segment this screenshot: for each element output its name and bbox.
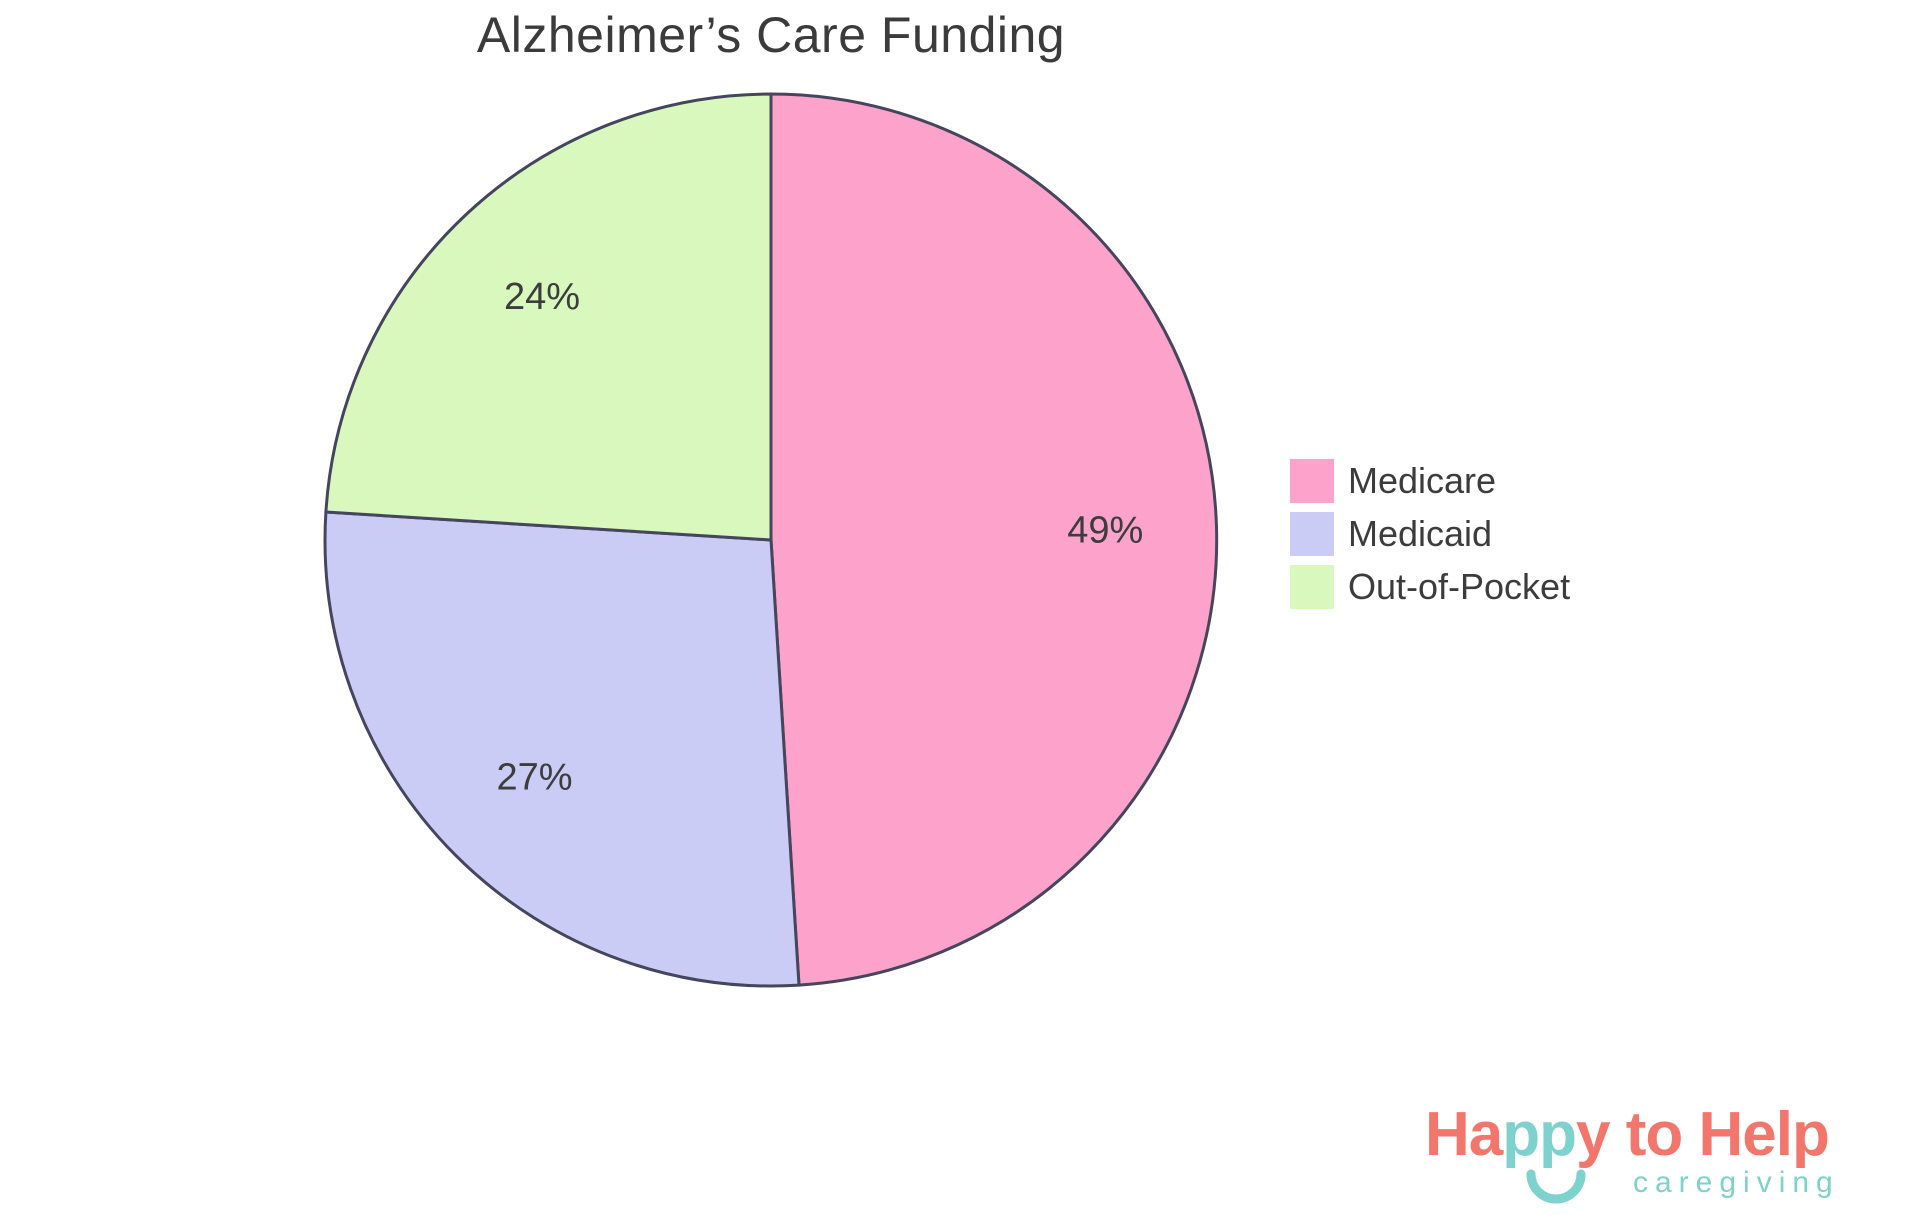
pie-slice-medicaid	[323, 510, 801, 988]
legend: Medicare Medicaid Out-of-Pocket	[1290, 459, 1570, 609]
legend-swatch-medicaid	[1290, 512, 1334, 556]
legend-item-out-of-pocket: Out-of-Pocket	[1290, 565, 1570, 609]
legend-label: Out-of-Pocket	[1348, 566, 1571, 607]
pie-slice-percentage-label: 24%	[504, 276, 580, 318]
legend-item-medicare: Medicare	[1290, 459, 1570, 503]
pie-slice-percentage-label: 49%	[1067, 510, 1143, 552]
logo-brand-text: Happy to Help	[1425, 1104, 1830, 1166]
pie-slice-out-of-pocket	[324, 92, 773, 542]
logo-text-ha: Ha	[1425, 1100, 1503, 1169]
logo-text-pp: pp	[1502, 1100, 1577, 1169]
smile-icon	[1526, 1169, 1586, 1204]
logo-text-y-to-help: y to Help	[1576, 1100, 1830, 1169]
happy-to-help-logo: Happy to Help caregiving	[1425, 1104, 1885, 1204]
legend-item-medicaid: Medicaid	[1290, 512, 1570, 556]
legend-swatch-out-of-pocket	[1290, 565, 1334, 609]
chart-title: Alzheimer’s Care Funding	[476, 7, 1066, 63]
legend-label: Medicaid	[1348, 513, 1493, 554]
legend-label: Medicare	[1348, 460, 1497, 501]
logo-tagline: caregiving	[1633, 1166, 1840, 1199]
legend-swatch-medicare	[1290, 459, 1334, 503]
pie-slice-percentage-label: 27%	[496, 757, 572, 799]
pie-slice-medicare	[769, 92, 1219, 987]
